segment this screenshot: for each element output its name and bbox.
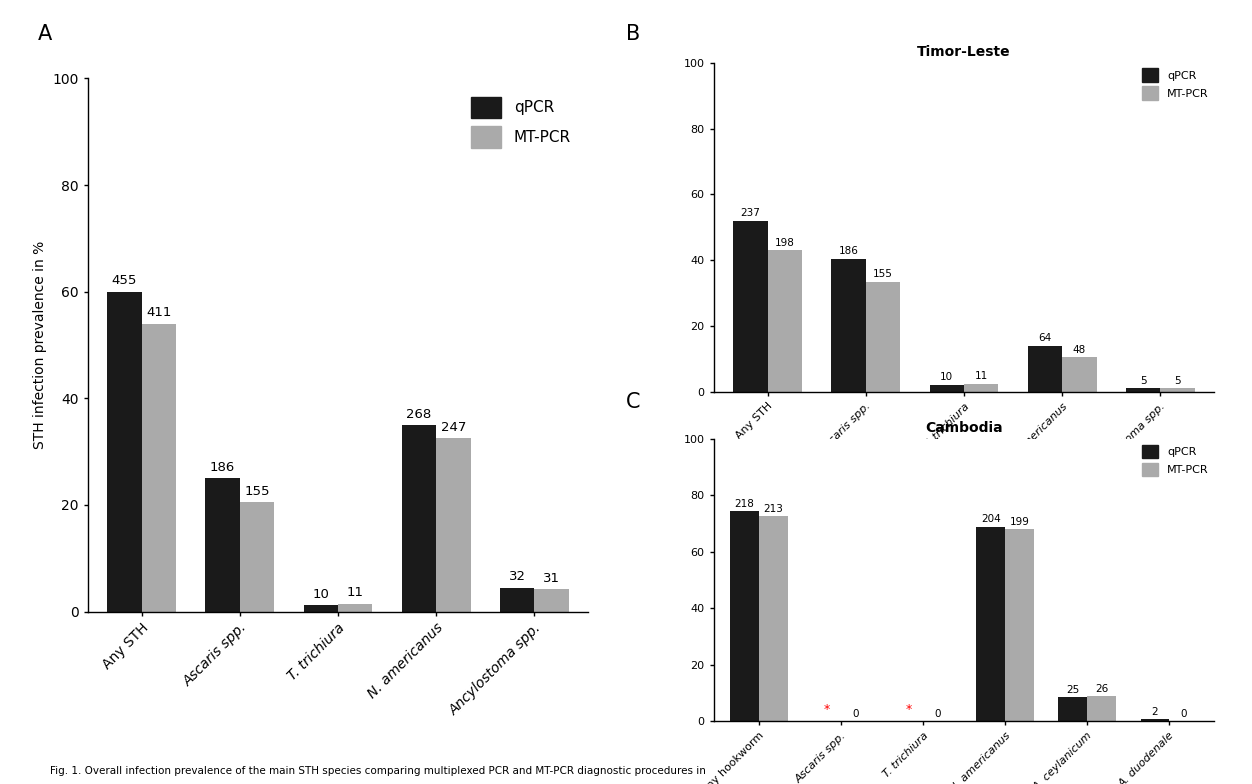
Bar <box>1062 358 1097 392</box>
Text: 186: 186 <box>839 246 859 256</box>
Text: 155: 155 <box>873 269 893 279</box>
Text: 455: 455 <box>111 274 138 288</box>
Text: 10: 10 <box>313 588 329 601</box>
Text: 155: 155 <box>244 485 269 498</box>
Title: Cambodia: Cambodia <box>925 421 1003 435</box>
Bar <box>831 259 866 392</box>
Bar <box>977 527 1005 721</box>
Bar <box>930 385 964 392</box>
Bar <box>1126 388 1161 392</box>
Text: 218: 218 <box>735 499 755 509</box>
Y-axis label: STH infection prevalence in %: STH infection prevalence in % <box>33 241 46 449</box>
Text: 64: 64 <box>1038 333 1052 343</box>
Text: 11: 11 <box>347 586 364 599</box>
Bar <box>734 221 767 392</box>
Bar <box>436 438 471 612</box>
Text: 26: 26 <box>1096 684 1108 694</box>
Bar <box>964 384 998 392</box>
Text: 199: 199 <box>1009 517 1029 527</box>
Text: 198: 198 <box>775 238 795 248</box>
Bar <box>205 478 240 612</box>
Title: Timor-Leste: Timor-Leste <box>918 45 1010 59</box>
Bar <box>304 605 338 612</box>
Text: 31: 31 <box>543 572 560 585</box>
Legend: qPCR, MT-PCR: qPCR, MT-PCR <box>1142 68 1209 100</box>
Text: 213: 213 <box>764 503 782 514</box>
Text: 0: 0 <box>1181 709 1187 719</box>
Bar <box>1161 388 1194 392</box>
Text: 0: 0 <box>934 709 940 719</box>
Text: 247: 247 <box>441 421 466 434</box>
Bar <box>141 324 177 612</box>
Text: 186: 186 <box>210 461 235 474</box>
Text: 11: 11 <box>974 372 988 382</box>
Bar <box>767 250 803 392</box>
Text: Fig. 1. Overall infection prevalence of the main STH species comparing multiplex: Fig. 1. Overall infection prevalence of … <box>50 766 706 776</box>
Text: A: A <box>38 24 51 44</box>
Bar <box>1005 529 1034 721</box>
Bar <box>338 604 372 612</box>
Bar <box>535 589 568 612</box>
Bar <box>730 511 759 721</box>
Legend: qPCR, MT-PCR: qPCR, MT-PCR <box>471 96 571 147</box>
Bar <box>402 425 436 612</box>
Text: 5: 5 <box>1139 376 1147 386</box>
Text: 48: 48 <box>1073 345 1085 355</box>
Bar <box>866 281 900 392</box>
Bar <box>759 516 788 721</box>
Text: B: B <box>626 24 640 44</box>
Bar <box>108 292 141 612</box>
Bar <box>1087 696 1116 721</box>
Text: 2: 2 <box>1152 707 1158 717</box>
Legend: qPCR, MT-PCR: qPCR, MT-PCR <box>1142 445 1209 476</box>
Text: *: * <box>824 702 830 716</box>
Bar <box>500 587 535 612</box>
Bar <box>1028 346 1062 392</box>
Text: 268: 268 <box>407 408 432 421</box>
Bar <box>1141 719 1169 721</box>
Text: 411: 411 <box>146 307 172 319</box>
Text: 10: 10 <box>940 372 954 383</box>
Text: 204: 204 <box>980 514 1000 524</box>
Text: C: C <box>626 392 641 412</box>
Text: 5: 5 <box>1174 376 1181 386</box>
Text: 0: 0 <box>853 709 859 719</box>
Text: 25: 25 <box>1067 685 1079 695</box>
Text: 237: 237 <box>740 208 760 218</box>
Text: 32: 32 <box>508 570 526 583</box>
Text: *: * <box>905 702 911 716</box>
Bar <box>240 503 274 612</box>
Bar <box>1058 697 1087 721</box>
